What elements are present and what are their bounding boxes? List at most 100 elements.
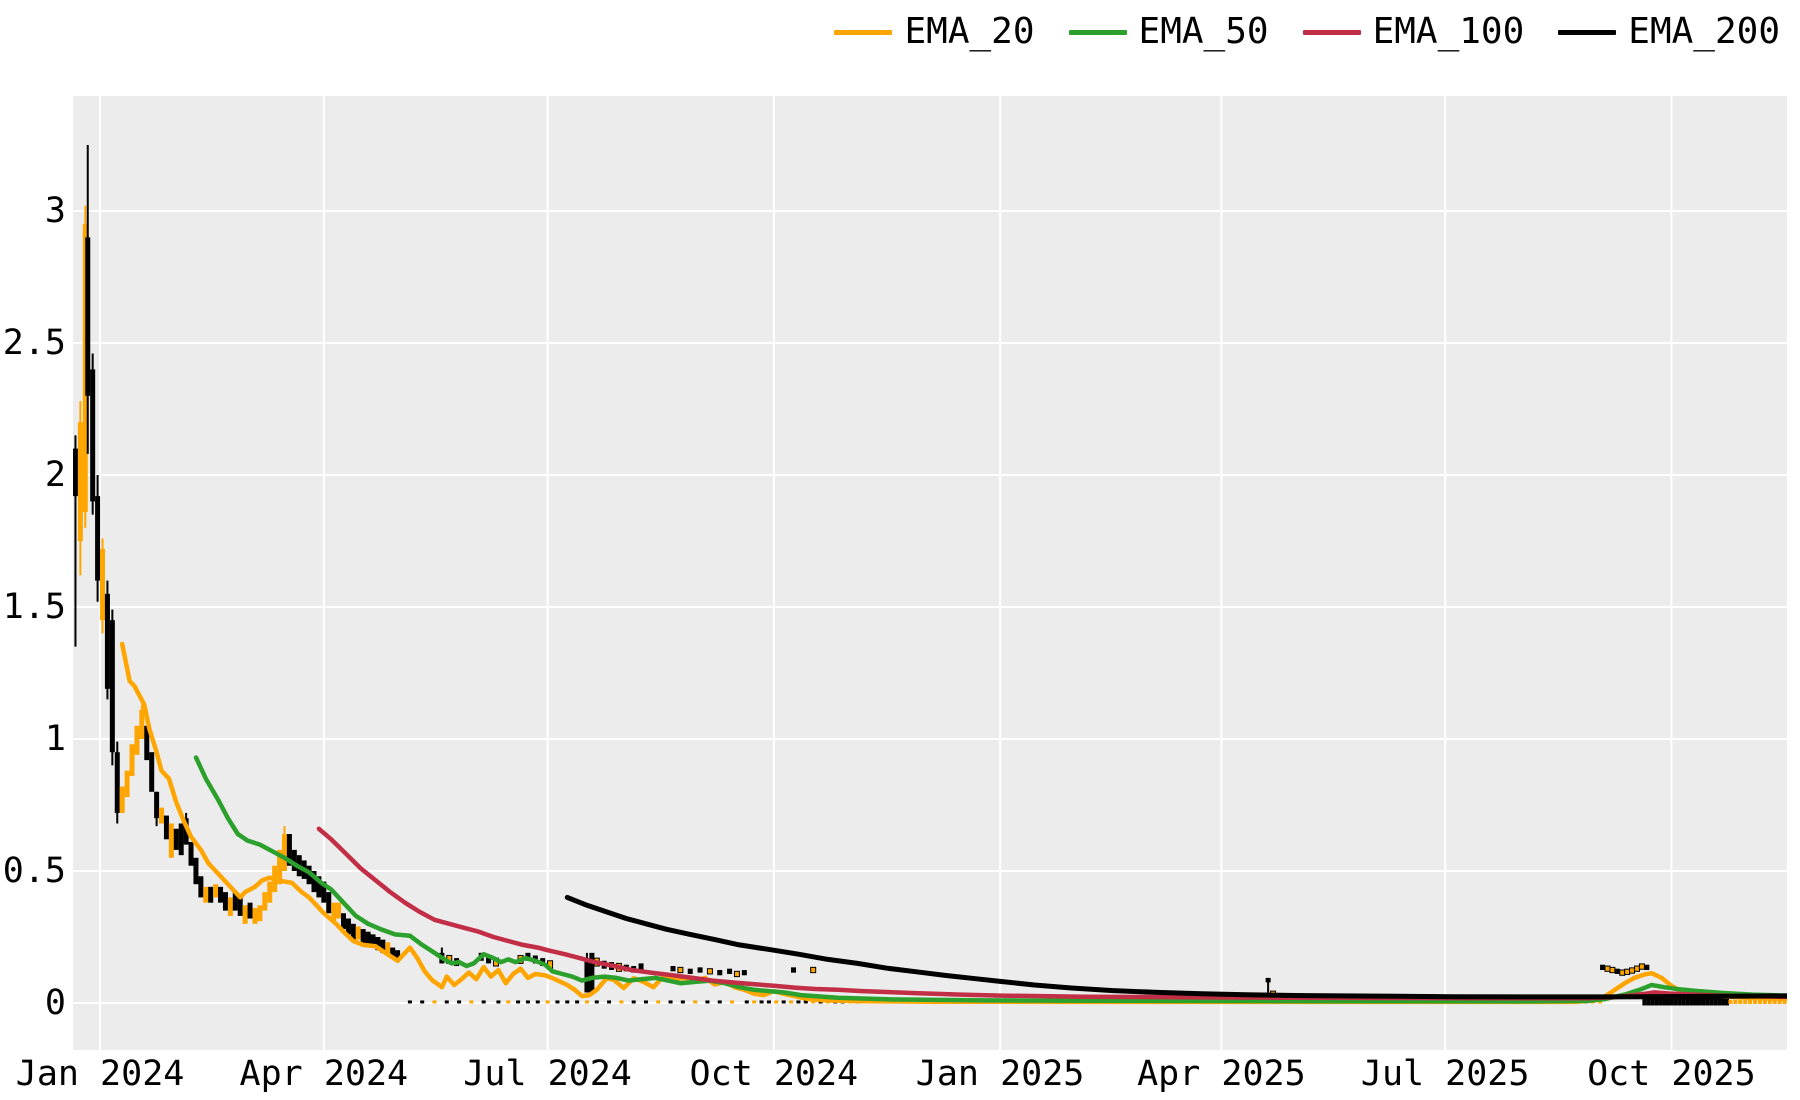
zero-dash [680, 1000, 685, 1004]
candle-body [178, 823, 184, 856]
zero-dash [1669, 998, 1674, 1006]
candle-body [670, 966, 676, 972]
zero-dash [1748, 999, 1753, 1004]
candle-body [365, 931, 371, 945]
zero-dash [594, 1000, 599, 1004]
candle-body [360, 929, 366, 945]
zero-dash [481, 1000, 486, 1004]
y-tick-label: 1.5 [2, 587, 66, 627]
candle-body [1638, 963, 1645, 970]
zero-dash [1654, 998, 1659, 1006]
x-tick-label: Oct 2025 [1587, 1054, 1756, 1094]
candle-body [109, 620, 115, 753]
zero-dash [1693, 998, 1698, 1006]
candle-body [1644, 964, 1650, 970]
candle-body [188, 841, 194, 866]
zero-dash [1777, 999, 1782, 1004]
candle-body [316, 876, 322, 898]
zero-dash [545, 1000, 550, 1004]
zero-dash [516, 1000, 521, 1004]
candle-body [1629, 967, 1636, 974]
zero-dash [1753, 999, 1758, 1004]
candle-body [134, 725, 140, 755]
zero-dash [457, 1000, 462, 1004]
legend-item-ema-20: EMA_20 [834, 10, 1035, 54]
ema_50-line [193, 755, 1790, 1004]
zero-dash [1767, 999, 1772, 1004]
legend-item-ema-100: EMA_100 [1302, 10, 1524, 54]
zero-dash [1685, 998, 1690, 1006]
candle-body [375, 937, 381, 951]
candle-body [385, 942, 391, 956]
x-tick-label: Jul 2024 [463, 1054, 632, 1094]
zero-dash [789, 1000, 794, 1004]
zero-dash [535, 1000, 540, 1004]
zero-dash [796, 1000, 801, 1004]
legend-swatch-ema-50 [1068, 29, 1127, 35]
zero-dash [1717, 998, 1722, 1006]
chart-canvas [72, 96, 1790, 1050]
candle-body [104, 593, 110, 689]
candle-body [331, 902, 337, 922]
zero-dash [525, 1000, 530, 1004]
candle-body [810, 966, 817, 974]
zero-dash [1721, 998, 1726, 1006]
candle-body [208, 886, 214, 903]
candle-body [380, 939, 386, 953]
candle-body [733, 970, 740, 978]
zero-dash [781, 1000, 786, 1004]
zero-dash [705, 1000, 710, 1004]
candle-body [345, 918, 351, 935]
candle-body [114, 752, 120, 813]
zero-dash [444, 1000, 449, 1004]
zero-dash [432, 1000, 437, 1004]
zero-dash [1709, 998, 1714, 1006]
candle-body [355, 926, 361, 940]
candle-body [1609, 966, 1616, 974]
zero-dash [1689, 998, 1694, 1006]
zero-dash [496, 1000, 501, 1004]
legend-label-ema-50: EMA_50 [1138, 11, 1269, 52]
zero-dash [506, 1000, 511, 1004]
ema_200-line [564, 894, 1790, 1000]
zero-dash [575, 1000, 580, 1004]
zero-dash [668, 1000, 673, 1004]
zero-dash [1728, 999, 1733, 1004]
x-tick-label: Jul 2025 [1360, 1054, 1530, 1094]
candle-body [370, 934, 376, 948]
candle-body [741, 970, 747, 976]
zero-dash [607, 1000, 612, 1004]
zero-dash [1701, 998, 1706, 1006]
y-tick-label: 1 [44, 719, 66, 759]
zero-dash [811, 1000, 816, 1004]
candle-body [149, 752, 155, 792]
candle-body [286, 834, 292, 866]
zero-dash [631, 1000, 636, 1004]
legend-swatch-ema-200 [1558, 29, 1617, 35]
candle-body [144, 725, 150, 761]
candle-body [85, 237, 91, 396]
candle-body [222, 892, 228, 911]
zero-dash [1772, 999, 1777, 1004]
candle-body [1614, 968, 1620, 974]
candle-body [168, 823, 174, 858]
plot-area [72, 96, 1790, 1050]
candle-body [213, 884, 219, 898]
zero-dash [803, 1000, 808, 1004]
candle-body [727, 968, 733, 974]
candle-body [390, 947, 396, 959]
x-tick-label: Jan 2025 [915, 1054, 1085, 1094]
zero-dash [469, 1000, 474, 1004]
y-tick-label: 2 [44, 455, 66, 495]
candle-body [242, 905, 248, 924]
zero-dash [565, 1000, 570, 1004]
zero-dash [1782, 999, 1787, 1004]
candle-body [321, 881, 327, 903]
x-tick-label: Apr 2025 [1137, 1054, 1306, 1094]
candle-body [173, 828, 179, 850]
gridlines [73, 96, 1787, 1050]
zero-dash [1673, 998, 1678, 1006]
candle-body [291, 849, 297, 871]
zero-dash [584, 1000, 589, 1004]
candle-body [90, 369, 96, 502]
